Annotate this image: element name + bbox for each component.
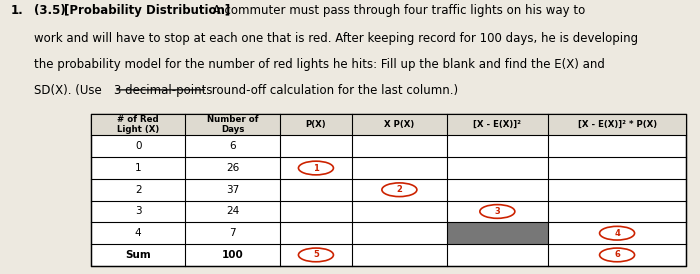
FancyBboxPatch shape	[91, 114, 686, 266]
FancyBboxPatch shape	[91, 114, 686, 135]
Text: 3: 3	[494, 207, 500, 216]
Text: 3 decimal-points: 3 decimal-points	[114, 84, 213, 96]
Text: 4: 4	[614, 229, 620, 238]
Circle shape	[600, 226, 635, 240]
Text: Sum: Sum	[125, 250, 151, 260]
Text: round-off calculation for the last column.): round-off calculation for the last colum…	[208, 84, 458, 96]
Text: 24: 24	[226, 207, 239, 216]
Text: 100: 100	[222, 250, 244, 260]
Text: P(X): P(X)	[306, 120, 326, 129]
Text: 2: 2	[396, 185, 402, 194]
Text: work and will have to stop at each one that is red. After keeping record for 100: work and will have to stop at each one t…	[34, 32, 638, 44]
Text: [X - E(X)]²: [X - E(X)]²	[473, 120, 522, 129]
Text: 7: 7	[229, 228, 236, 238]
Text: 4: 4	[135, 228, 141, 238]
Text: 37: 37	[226, 185, 239, 195]
Text: 1: 1	[135, 163, 141, 173]
FancyBboxPatch shape	[447, 222, 548, 244]
Text: 6: 6	[229, 141, 236, 151]
Text: 1.: 1.	[10, 4, 23, 17]
Text: 1: 1	[313, 164, 319, 173]
Text: A commuter must pass through four traffic lights on his way to: A commuter must pass through four traffi…	[209, 4, 585, 17]
Text: 6: 6	[614, 250, 620, 259]
Text: SD(X). (Use: SD(X). (Use	[34, 84, 105, 96]
Text: [Probability Distribution]: [Probability Distribution]	[64, 4, 231, 17]
Text: the probability model for the number of red lights he hits: Fill up the blank an: the probability model for the number of …	[34, 58, 605, 70]
Text: 2: 2	[135, 185, 141, 195]
Text: 3: 3	[135, 207, 141, 216]
Text: (3.5): (3.5)	[34, 4, 65, 17]
Text: # of Red
Light (X): # of Red Light (X)	[117, 115, 160, 134]
Circle shape	[600, 248, 635, 262]
Text: 26: 26	[226, 163, 239, 173]
Circle shape	[298, 248, 333, 262]
Text: [X - E(X)]² * P(X): [X - E(X)]² * P(X)	[578, 120, 657, 129]
Text: X P(X): X P(X)	[384, 120, 414, 129]
Circle shape	[480, 205, 514, 218]
Circle shape	[382, 183, 417, 197]
Text: 0: 0	[135, 141, 141, 151]
Text: 5: 5	[313, 250, 319, 259]
Text: Number of
Days: Number of Days	[206, 115, 258, 134]
Circle shape	[298, 161, 333, 175]
